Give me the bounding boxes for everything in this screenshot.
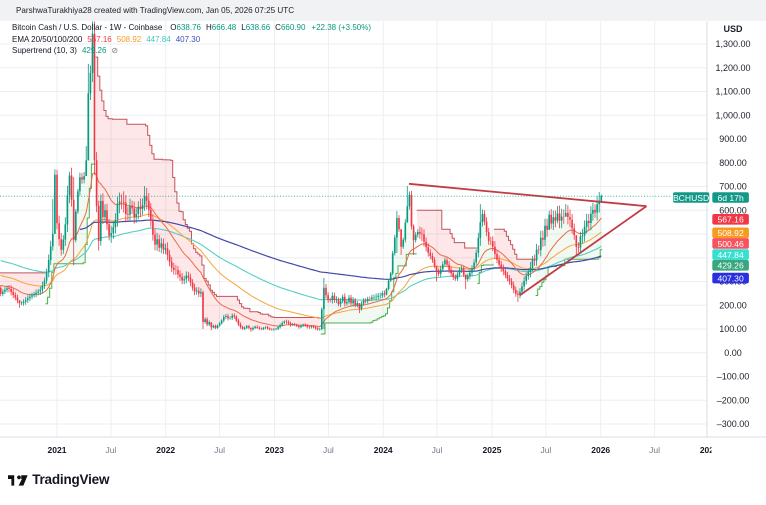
svg-text:2025: 2025: [483, 445, 502, 455]
svg-text:567.16: 567.16: [717, 215, 744, 225]
svg-text:–300.00: –300.00: [717, 419, 750, 429]
svg-text:BCHUSD: BCHUSD: [673, 193, 709, 203]
svg-text:2024: 2024: [374, 445, 393, 455]
svg-text:2022: 2022: [156, 445, 175, 455]
svg-text:508.92: 508.92: [717, 228, 744, 238]
svg-text:900.00: 900.00: [719, 134, 747, 144]
svg-text:Jul: Jul: [540, 445, 551, 455]
svg-text:2021: 2021: [48, 445, 67, 455]
svg-text:1,200.00: 1,200.00: [715, 63, 750, 73]
svg-text:800.00: 800.00: [719, 158, 747, 168]
svg-text:2023: 2023: [265, 445, 284, 455]
svg-text:100.00: 100.00: [719, 324, 747, 334]
svg-text:6d 17h: 6d 17h: [717, 193, 744, 203]
svg-text:500.46: 500.46: [717, 239, 744, 249]
svg-text:USD: USD: [723, 24, 743, 34]
svg-text:–100.00: –100.00: [717, 372, 750, 382]
svg-text:600.00: 600.00: [719, 205, 747, 215]
svg-text:407.30: 407.30: [717, 274, 744, 284]
svg-text:2026: 2026: [591, 445, 610, 455]
svg-text:0.00: 0.00: [724, 348, 742, 358]
svg-text:–200.00: –200.00: [717, 395, 750, 405]
svg-text:Jul: Jul: [214, 445, 225, 455]
svg-text:Jul: Jul: [105, 445, 116, 455]
svg-text:200.00: 200.00: [719, 300, 747, 310]
svg-text:Jul: Jul: [323, 445, 334, 455]
svg-text:1,300.00: 1,300.00: [715, 39, 750, 49]
svg-text:2027: 2027: [700, 445, 719, 455]
svg-text:1,000.00: 1,000.00: [715, 110, 750, 120]
svg-text:TradingView: TradingView: [32, 472, 110, 487]
svg-text:429.26: 429.26: [717, 261, 744, 271]
svg-text:447.84: 447.84: [717, 250, 744, 260]
svg-text:1,100.00: 1,100.00: [715, 87, 750, 97]
svg-text:700.00: 700.00: [719, 182, 747, 192]
svg-text:Jul: Jul: [649, 445, 660, 455]
svg-text:Jul: Jul: [432, 445, 443, 455]
